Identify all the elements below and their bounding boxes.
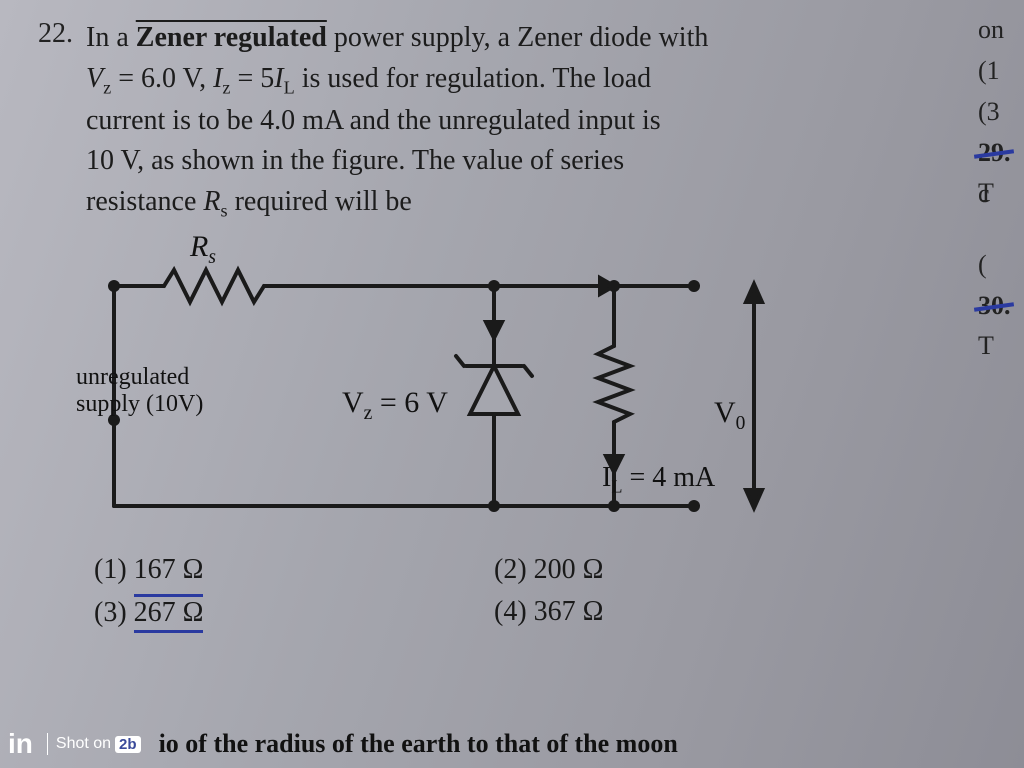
txt: Zener regulated [136, 22, 327, 53]
txt: power supply, a Zener diode with [327, 22, 709, 53]
txt: = 6.0 V, [111, 63, 213, 94]
txt: required will be [228, 186, 412, 217]
txt: V [342, 386, 364, 419]
page: 22. In a Zener regulated power supply, a… [0, 0, 1024, 768]
txt: current is to be 4.0 mA and the unregula… [86, 105, 661, 136]
txt: unregulated [76, 364, 189, 390]
txt: 0 [736, 413, 746, 434]
txt: supply (10V) [76, 391, 203, 417]
q29: 29. [978, 138, 1011, 167]
txt: R [203, 186, 220, 217]
option-3: (3) 267 Ω [94, 596, 494, 633]
txt: = 5 [231, 63, 275, 94]
txt: 267 Ω [134, 594, 204, 633]
txt: (3 [978, 92, 1024, 133]
txt: ( [978, 245, 1024, 286]
txt: L [284, 77, 295, 97]
txt: L [611, 476, 622, 496]
txt: on [978, 10, 1024, 51]
txt: 30. T [978, 286, 1024, 327]
txt: c [978, 174, 1024, 215]
option-4: (4) 367 Ω [494, 596, 894, 633]
watermark-shot: Shot on [56, 735, 111, 753]
txt: 10 V, as shown in the figure. The value … [86, 145, 624, 176]
spacer [978, 215, 1024, 245]
txt: = 6 V [372, 386, 448, 419]
label-unregulated: unregulated supply (10V) [76, 364, 203, 419]
label-v0: V0 [714, 396, 745, 435]
txt: z [222, 77, 230, 97]
right-cropped-column: on (1 (3 29. T c ( 30. T [978, 10, 1024, 327]
label-rs: Rs [190, 230, 216, 269]
label-il: IL = 4 mA [602, 462, 715, 498]
footer: in Shot on 2b io of the radius of the ea… [0, 728, 1024, 760]
txt: is used for regulation. The load [295, 63, 651, 94]
txt: s [221, 200, 228, 220]
txt: (1 [978, 51, 1024, 92]
txt: s [208, 247, 216, 268]
question-row: 22. In a Zener regulated power supply, a… [38, 18, 1014, 224]
txt: I [602, 462, 611, 493]
watermark-in: in [8, 728, 33, 760]
divider-icon [47, 733, 48, 755]
txt: V [714, 396, 736, 429]
q30: 30. [978, 291, 1011, 320]
question-text: In a Zener regulated power supply, a Zen… [86, 18, 1014, 224]
cropped-next-question: io of the radius of the earth to that of… [159, 729, 678, 759]
option-2: (2) 200 Ω [494, 554, 894, 586]
circuit-diagram: Rs unregulated supply (10V) Vz = 6 V V0 … [94, 236, 794, 546]
txt: V [86, 63, 103, 94]
answer-options: (1) 167 Ω (2) 200 Ω (3) 267 Ω (4) 367 Ω [94, 554, 1014, 633]
txt: z [103, 77, 111, 97]
txt: (3) [94, 597, 134, 628]
watermark: in Shot on 2b [8, 728, 141, 760]
txt: In a [86, 22, 136, 53]
watermark-badge: 2b [115, 736, 141, 753]
label-vz: Vz = 6 V [342, 386, 448, 425]
txt: T [978, 331, 994, 360]
txt: 29. T [978, 133, 1024, 174]
option-1: (1) 167 Ω [94, 554, 494, 586]
txt: I [274, 63, 283, 94]
txt: = 4 mA [622, 462, 715, 493]
txt: resistance [86, 186, 203, 217]
question-number: 22. [38, 18, 86, 224]
txt: R [190, 230, 208, 263]
